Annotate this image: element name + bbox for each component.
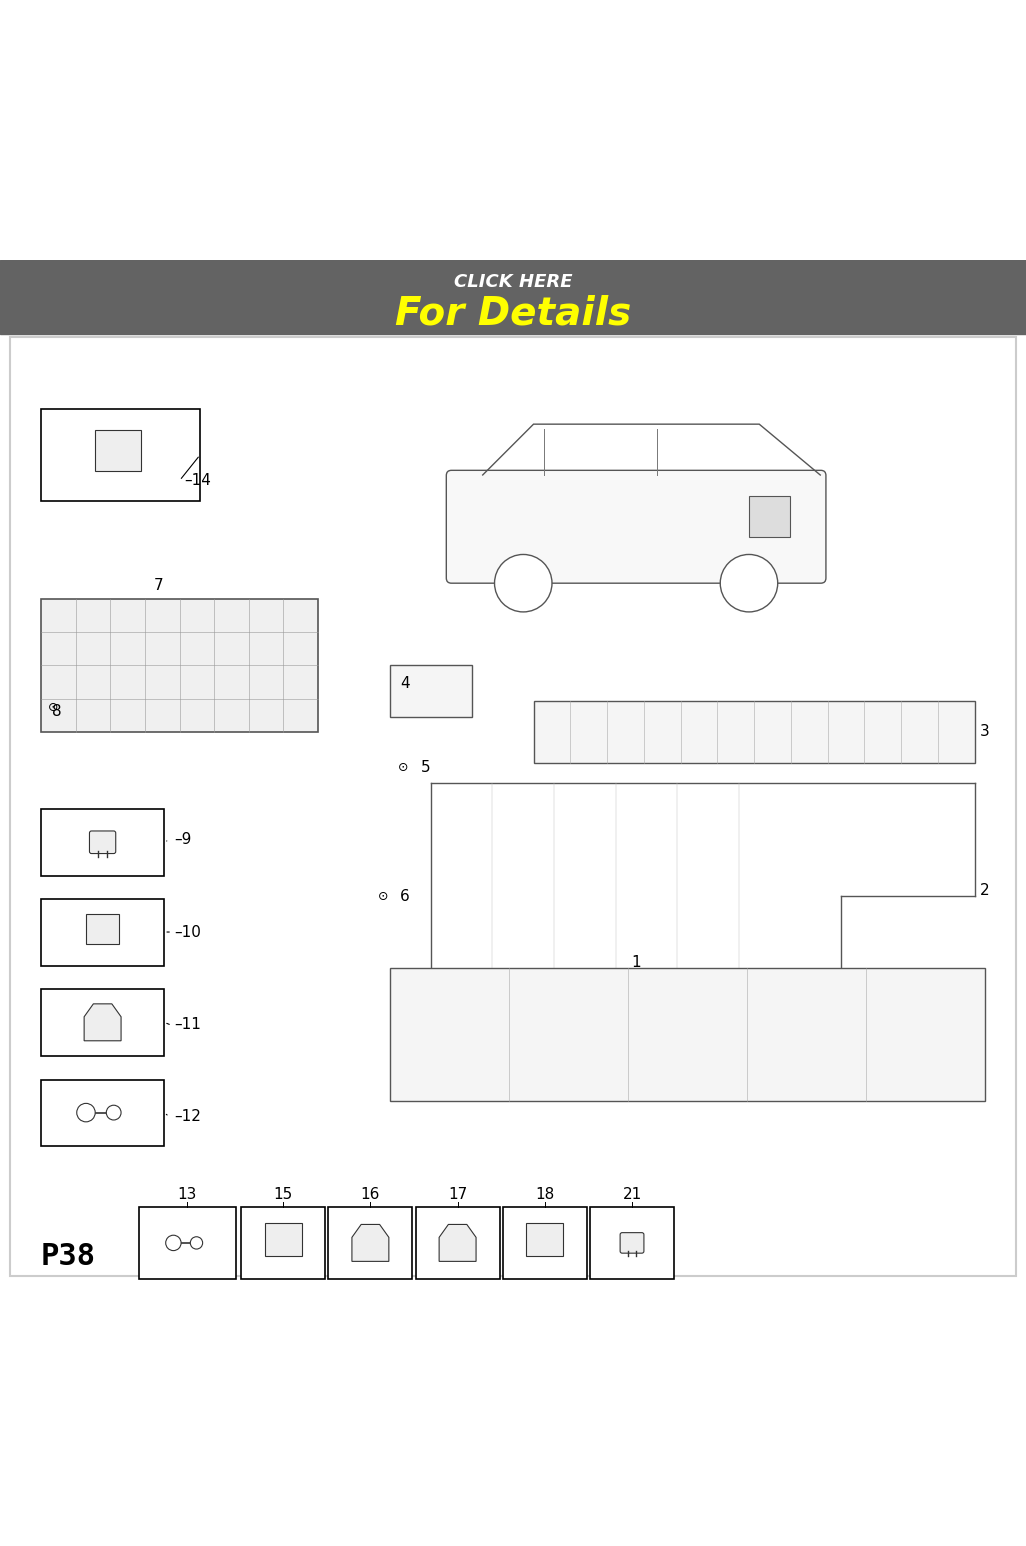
- Text: 13: 13: [177, 1187, 197, 1201]
- Bar: [41, 1079, 164, 1147]
- Text: 21: 21: [623, 1187, 641, 1201]
- FancyBboxPatch shape: [446, 470, 826, 583]
- Text: 3: 3: [980, 725, 990, 739]
- Text: For Details: For Details: [395, 294, 631, 332]
- Circle shape: [191, 1237, 203, 1249]
- FancyBboxPatch shape: [89, 830, 116, 853]
- Bar: [41, 989, 164, 1056]
- Text: 15: 15: [274, 1187, 292, 1201]
- Text: 6: 6: [400, 889, 410, 903]
- Text: P38: P38: [41, 1241, 96, 1271]
- Bar: [590, 1207, 674, 1279]
- Bar: [390, 968, 985, 1101]
- Bar: [328, 1207, 412, 1279]
- FancyBboxPatch shape: [620, 1232, 644, 1254]
- Circle shape: [107, 1105, 121, 1119]
- Bar: [41, 900, 164, 966]
- Bar: [95, 430, 141, 470]
- Text: CLICK HERE: CLICK HERE: [453, 274, 573, 291]
- Polygon shape: [352, 1224, 389, 1262]
- Text: 4: 4: [400, 676, 409, 691]
- Bar: [390, 665, 472, 716]
- Bar: [41, 408, 200, 501]
- Text: ⊙: ⊙: [378, 889, 388, 903]
- Circle shape: [495, 555, 552, 612]
- Bar: [86, 914, 119, 943]
- Text: 17: 17: [448, 1187, 467, 1201]
- Text: 16: 16: [361, 1187, 380, 1201]
- Bar: [534, 702, 975, 762]
- Text: ⊙: ⊙: [48, 700, 58, 714]
- Text: –11: –11: [174, 1017, 201, 1031]
- Bar: [0, 260, 1026, 334]
- Text: 7: 7: [154, 578, 164, 594]
- Bar: [139, 1207, 236, 1279]
- Text: ⊙: ⊙: [398, 761, 408, 775]
- Bar: [749, 496, 790, 536]
- Text: –10: –10: [174, 925, 201, 940]
- Bar: [503, 1207, 587, 1279]
- Text: 18: 18: [536, 1187, 554, 1201]
- Text: –14: –14: [185, 473, 211, 489]
- Bar: [41, 809, 164, 875]
- Bar: [265, 1223, 302, 1255]
- Polygon shape: [84, 1003, 121, 1040]
- Circle shape: [165, 1235, 181, 1251]
- Bar: [241, 1207, 325, 1279]
- Text: 8: 8: [51, 703, 62, 719]
- Polygon shape: [439, 1224, 476, 1262]
- Text: 1: 1: [631, 955, 640, 971]
- Circle shape: [720, 555, 778, 612]
- Bar: [41, 598, 318, 731]
- Circle shape: [77, 1104, 95, 1122]
- Text: 5: 5: [421, 761, 430, 776]
- Text: –9: –9: [174, 832, 192, 847]
- Text: –12: –12: [174, 1108, 201, 1124]
- Bar: [416, 1207, 500, 1279]
- Text: 2: 2: [980, 883, 989, 898]
- Bar: [526, 1223, 563, 1255]
